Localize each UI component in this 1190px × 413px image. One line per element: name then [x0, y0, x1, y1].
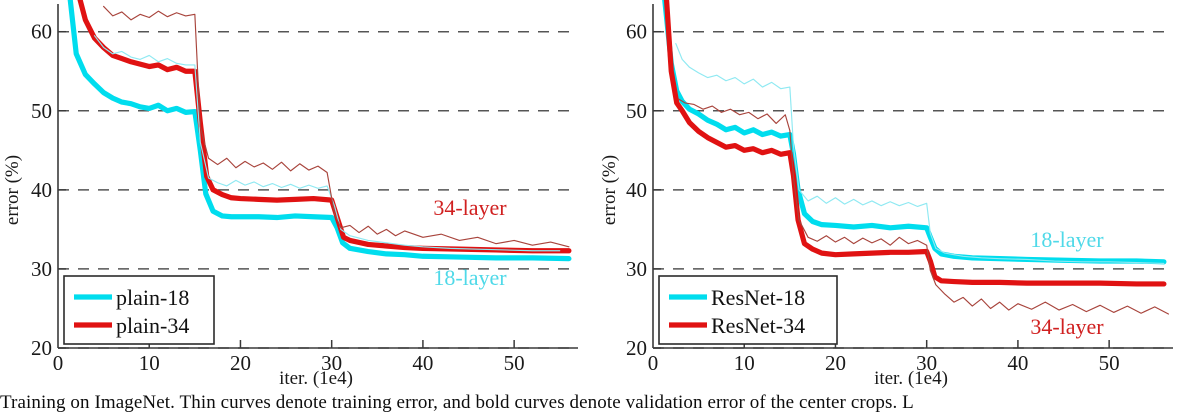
x-tick-label: 0	[648, 351, 659, 375]
x-tick-label: 30	[321, 351, 342, 375]
curve-undefined-3	[677, 98, 1170, 315]
annotations-resnet: 18-layer 34-layer	[1030, 227, 1104, 339]
x-axis-title-resnet: iter. (1e4)	[874, 368, 948, 389]
curve-undefined-2	[93, 35, 561, 252]
legend-label-ResNet-34: ResNet-34	[711, 313, 805, 338]
y-tick-label: 40	[31, 178, 52, 202]
x-tick-label: 40	[412, 351, 433, 375]
chart-panel-plain: 20 30 40 50 60 0 10 20 30 40 50 iter. (1e4) error …	[0, 0, 595, 390]
x-tick-label: 20	[230, 351, 251, 375]
y-tick-label: 50	[31, 99, 52, 123]
curve-undefined-0	[662, 0, 1167, 265]
curves-plain	[67, 0, 572, 262]
curve-undefined-1	[663, 0, 1167, 287]
ticks-resnet: 20 30 40 50 60 0 10 20 30 40 50	[626, 20, 1120, 375]
y-tick-label: 60	[626, 20, 647, 44]
curve-undefined-3	[103, 5, 570, 248]
curve-undefined-1	[77, 0, 572, 254]
annotation-18-layer: 18-layer	[433, 265, 507, 290]
y-tick-label: 50	[626, 99, 647, 123]
curve-undefined-0	[67, 0, 572, 262]
legend-resnet: ResNet-18 ResNet-34	[658, 275, 838, 345]
annotation-34-layer: 34-layer	[1030, 314, 1104, 339]
ticks-plain: 20 30 40 50 60 0 10 20 30 40 50	[31, 20, 525, 375]
legend-label-plain-34: plain-34	[116, 313, 189, 338]
y-axis-title-plain: error (%)	[2, 155, 23, 225]
legend-label-ResNet-18: ResNet-18	[711, 285, 805, 310]
y-tick-label: 20	[31, 336, 52, 360]
x-tick-label: 50	[504, 351, 525, 375]
x-tick-label: 0	[53, 351, 64, 375]
figure-caption-text: Training on ImageNet. Thin curves denote…	[0, 393, 914, 413]
annotation-18-layer: 18-layer	[1030, 227, 1104, 252]
axes-plain	[57, 4, 578, 349]
x-tick-label: 20	[825, 351, 846, 375]
y-tick-label: 60	[31, 20, 52, 44]
x-tick-label: 10	[139, 351, 160, 375]
y-tick-label: 20	[626, 336, 647, 360]
y-tick-label: 40	[626, 178, 647, 202]
annotation-34-layer: 34-layer	[433, 195, 507, 220]
curves-resnet	[662, 0, 1170, 315]
curve-undefined-2	[675, 43, 1165, 264]
axes-resnet	[652, 4, 1173, 349]
y-axis-title-resnet: error (%)	[599, 155, 620, 225]
annotations-plain: 34-layer 18-layer	[433, 195, 507, 290]
legend-plain: plain-18 plain-34	[63, 275, 215, 345]
x-tick-label: 50	[1099, 351, 1120, 375]
legend-label-plain-18: plain-18	[116, 285, 189, 310]
x-tick-label: 40	[1007, 351, 1028, 375]
resnet-networks-plot: 20 30 40 50 60 0 10 20 30 40 50 iter. (1e4) error …	[599, 0, 1173, 389]
figure-caption: Training on ImageNet. Thin curves denote…	[0, 393, 1190, 413]
y-tick-label: 30	[31, 257, 52, 281]
plain-networks-plot: 20 30 40 50 60 0 10 20 30 40 50 iter. (1e4) error …	[2, 0, 578, 389]
x-axis-title-plain: iter. (1e4)	[279, 368, 353, 389]
x-tick-label: 30	[916, 351, 937, 375]
chart-panel-resnet: 20 30 40 50 60 0 10 20 30 40 50 iter. (1e4) error …	[595, 0, 1190, 390]
y-tick-label: 30	[626, 257, 647, 281]
x-tick-label: 10	[734, 351, 755, 375]
